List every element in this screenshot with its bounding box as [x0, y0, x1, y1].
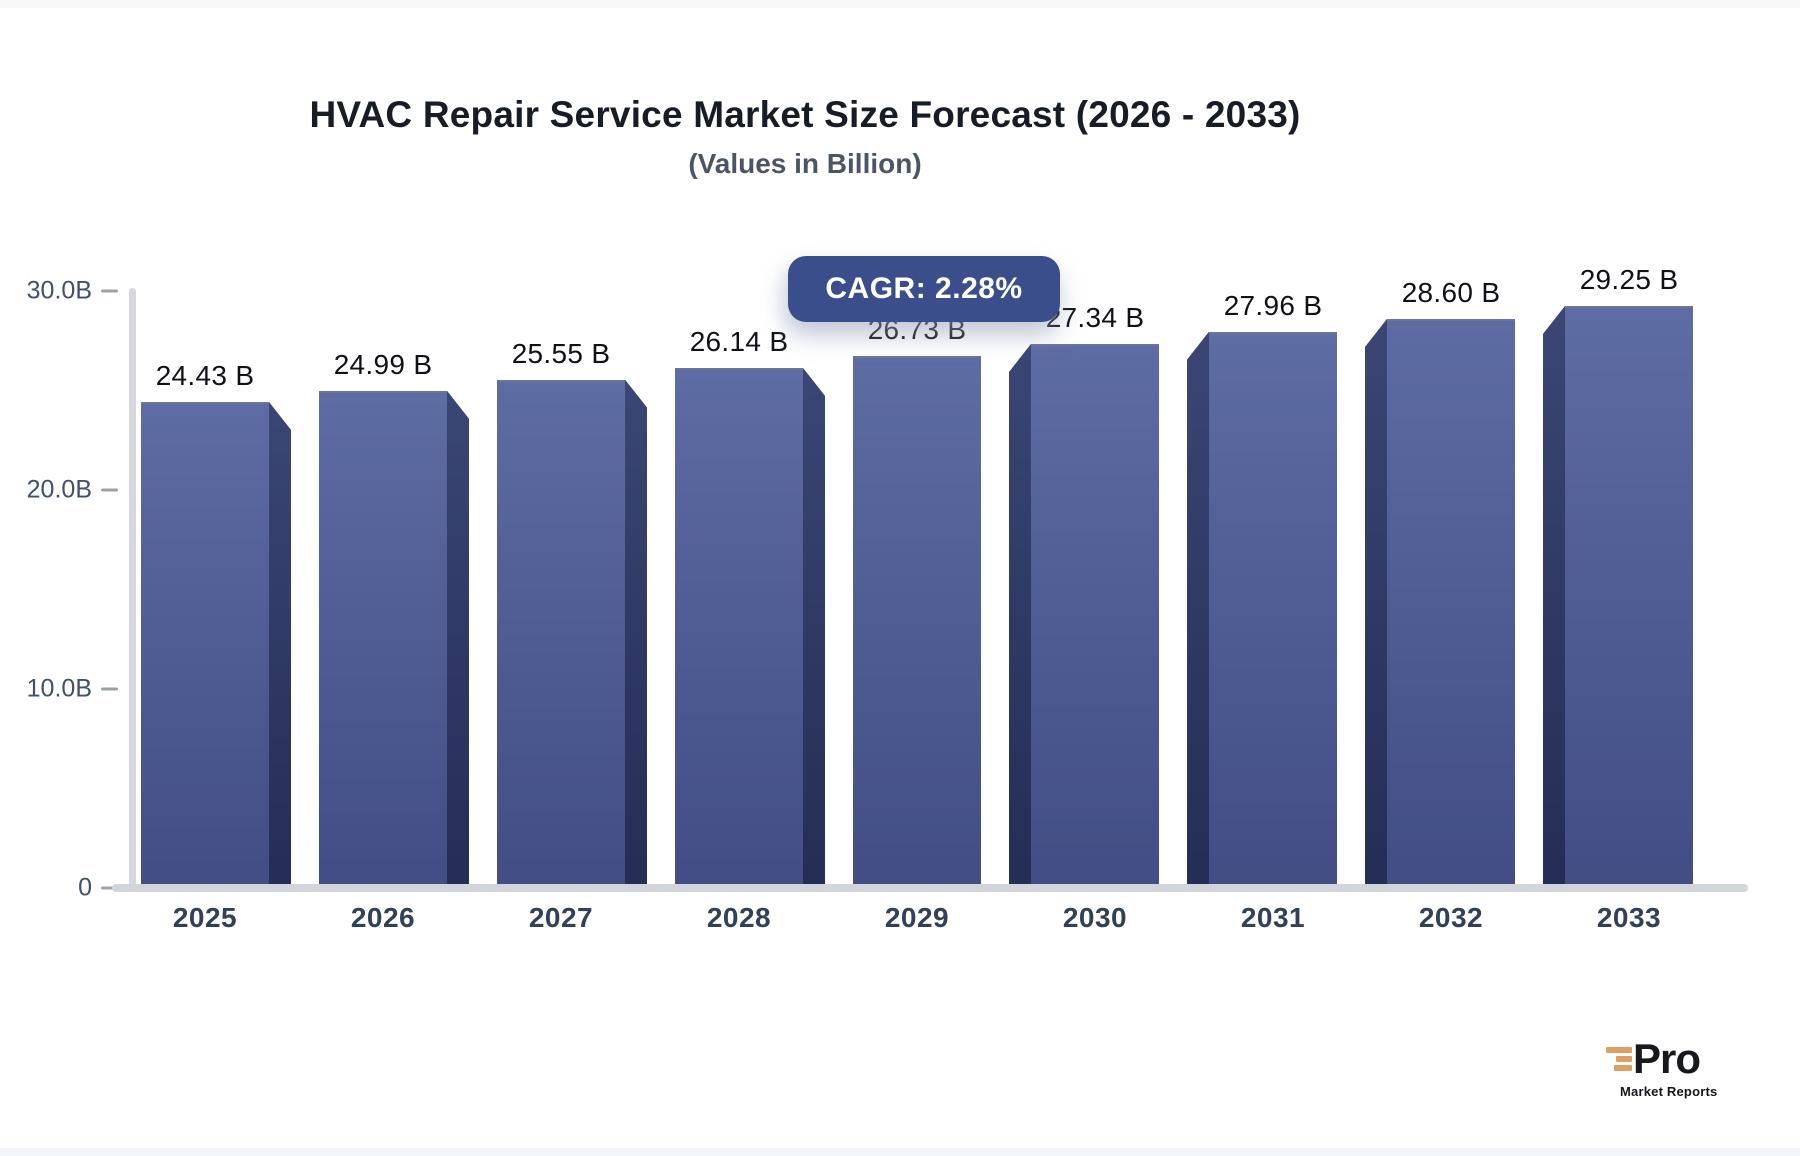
- bar-2033: [1565, 305, 1693, 888]
- bar-2025: [141, 401, 269, 888]
- bar-value-label-2032: 28.60 B: [1401, 276, 1501, 308]
- bar-2029: [853, 356, 981, 888]
- bar-2032-side-face: [1365, 318, 1387, 888]
- bar-2028-side-face: [803, 367, 825, 888]
- logo-name: Pro: [1633, 1035, 1701, 1082]
- bar-2026: [319, 390, 447, 888]
- x-axis-label-2027: 2027: [528, 902, 594, 933]
- x-axis-label-2028: 2028: [706, 902, 772, 933]
- y-axis-tick-label: 10.0B: [26, 674, 92, 703]
- bar-value-label-2028: 26.14 B: [689, 325, 789, 357]
- bar-value-label-2026: 24.99 B: [333, 348, 433, 380]
- bar-2031-side-face: [1187, 331, 1209, 888]
- bar-2030-side-face: [1009, 343, 1031, 888]
- bar-2027: [497, 379, 625, 888]
- bar-2027-side-face: [625, 379, 647, 888]
- y-axis-tick-label: 0: [78, 873, 92, 902]
- x-axis-label-2033: 2033: [1596, 902, 1662, 933]
- chart-title: HVAC Repair Service Market Size Forecast…: [309, 94, 1301, 135]
- x-axis-label-2031: 2031: [1240, 902, 1306, 933]
- chart-subtitle: (Values in Billion): [688, 148, 922, 179]
- bar-2031: [1209, 331, 1337, 888]
- x-axis-label-2029: 2029: [884, 902, 950, 933]
- y-axis-tick-mark: [101, 289, 118, 293]
- bar-value-label-2030: 27.34 B: [1045, 301, 1145, 333]
- bar-2025-side-face: [269, 401, 291, 888]
- bar-value-label-2027: 25.55 B: [511, 337, 611, 369]
- brand-logo: Pro Market Reports: [1606, 1035, 1786, 1099]
- bar-2033-side-face: [1543, 305, 1565, 888]
- x-axis-label-2030: 2030: [1062, 902, 1128, 933]
- bar-2032: [1387, 318, 1515, 888]
- logo-tagline: Market Reports: [1620, 1083, 1718, 1099]
- y-axis-tick-label: 30.0B: [26, 276, 92, 305]
- x-axis-line: [112, 884, 1748, 892]
- x-axis-label-2032: 2032: [1418, 902, 1484, 933]
- bar-value-label-2033: 29.25 B: [1579, 263, 1679, 295]
- cagr-badge-label: CAGR: 2.28%: [825, 272, 1023, 305]
- y-axis-tick-mark: [101, 886, 118, 890]
- bar-2026-side-face: [447, 390, 469, 888]
- bar-value-label-2025: 24.43 B: [155, 359, 255, 391]
- y-axis-line: [129, 288, 136, 890]
- y-axis-tick-label: 20.0B: [26, 475, 92, 504]
- page-bottom-border: [0, 1148, 1800, 1156]
- bar-2030: [1031, 343, 1159, 888]
- cagr-badge: CAGR: 2.28%: [788, 256, 1060, 322]
- y-axis-tick-mark: [101, 687, 118, 691]
- bar-value-label-2031: 27.96 B: [1223, 289, 1323, 321]
- bar-2028: [675, 367, 803, 888]
- logo-stripes-icon: [1606, 1047, 1632, 1074]
- x-axis-label-2025: 2025: [172, 902, 238, 933]
- page-top-border: [0, 0, 1800, 8]
- y-axis-tick-mark: [101, 488, 118, 492]
- x-axis-label-2026: 2026: [350, 902, 416, 933]
